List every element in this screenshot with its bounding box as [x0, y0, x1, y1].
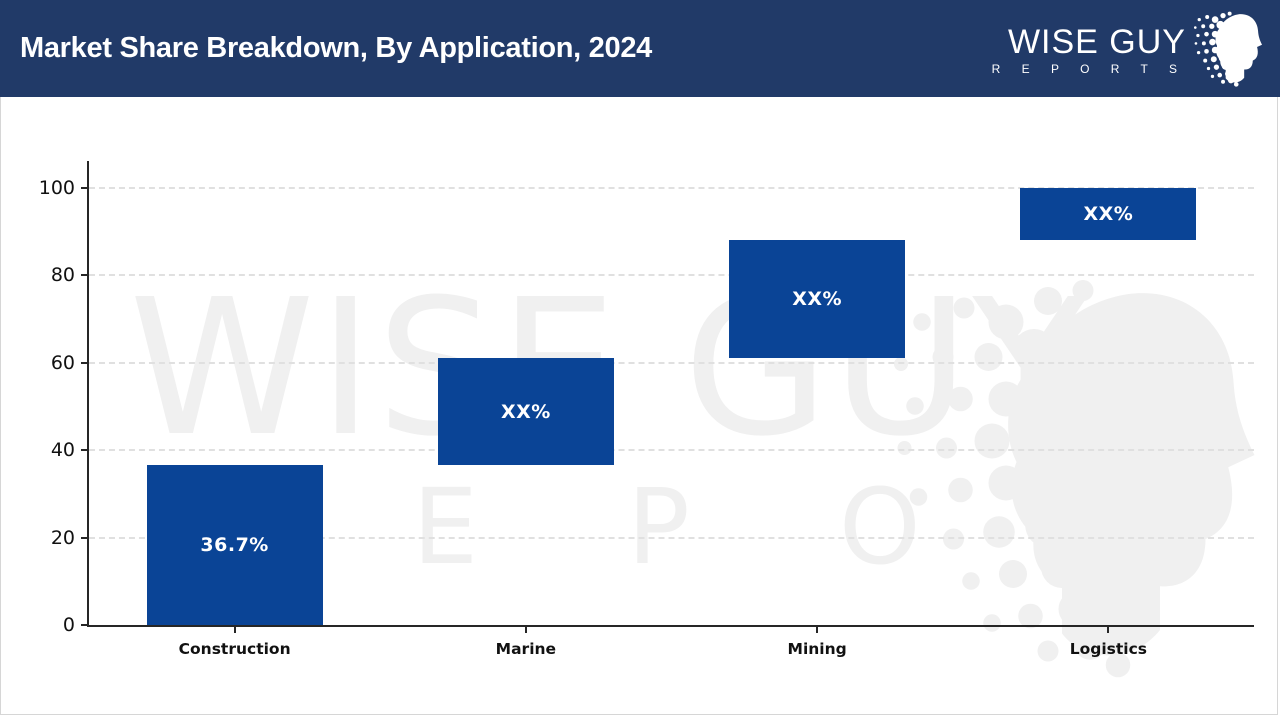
- y-axis-line: [87, 161, 89, 627]
- bar-mining: XX%: [729, 240, 906, 359]
- y-tick-40: [81, 449, 89, 452]
- bar-value-label: XX%: [1083, 203, 1134, 226]
- gridline-60: [89, 361, 1254, 364]
- y-tick-label: 40: [50, 439, 75, 462]
- x-tick-mining: [816, 625, 819, 633]
- logo-subtitle: R E P O R T S: [991, 62, 1186, 76]
- x-tick-marine: [524, 625, 527, 633]
- y-tick-label: 0: [62, 614, 75, 636]
- y-tick-label: 20: [50, 526, 75, 549]
- logo-wordmark: WISE GUY: [1007, 23, 1186, 61]
- y-tick-label: 60: [50, 351, 75, 374]
- y-tick-80: [81, 274, 89, 277]
- header-bar: Market Share Breakdown, By Application, …: [0, 0, 1280, 97]
- x-tick-construction: [233, 625, 236, 633]
- x-tick-label-marine: Marine: [495, 640, 557, 658]
- bar-value-label: XX%: [500, 400, 551, 423]
- y-tick-0: [81, 624, 89, 626]
- bar-marine: XX%: [437, 358, 614, 465]
- y-tick-20: [81, 536, 89, 539]
- gridline-20: [89, 536, 1254, 539]
- bar-chart-plot: 0 20 40 60 80 100 36.7% Construction XX% Marine XX…: [1, 97, 1277, 714]
- chart-canvas: WISE GUY R E P O R T S 02040608010036.7%…: [0, 97, 1278, 715]
- y-tick-label: 100: [38, 177, 75, 199]
- bar-logistics: XX%: [1020, 188, 1197, 241]
- dotted-head-logo-icon: [1193, 11, 1263, 87]
- x-tick-label-construction: Construction: [178, 640, 291, 658]
- gridline-80: [89, 274, 1254, 277]
- y-tick-60: [81, 361, 89, 364]
- x-axis-line: [87, 625, 1254, 627]
- gridline-40: [89, 449, 1254, 452]
- x-tick-label-mining: Mining: [787, 640, 847, 658]
- bar-value-label: XX%: [792, 288, 843, 311]
- gridline-100: [89, 187, 1254, 189]
- bar-value-label: 36.7%: [200, 533, 269, 556]
- wise-guy-reports-logo: WISE GUY R E P O R T S: [992, 8, 1264, 92]
- y-tick-100: [81, 187, 89, 189]
- x-tick-label-logistics: Logistics: [1069, 640, 1148, 658]
- logo-text: WISE GUY R E P O R T S: [992, 25, 1186, 75]
- chart-title: Market Share Breakdown, By Application, …: [20, 32, 652, 64]
- bar-construction: 36.7%: [146, 464, 323, 625]
- y-tick-label: 80: [50, 264, 75, 287]
